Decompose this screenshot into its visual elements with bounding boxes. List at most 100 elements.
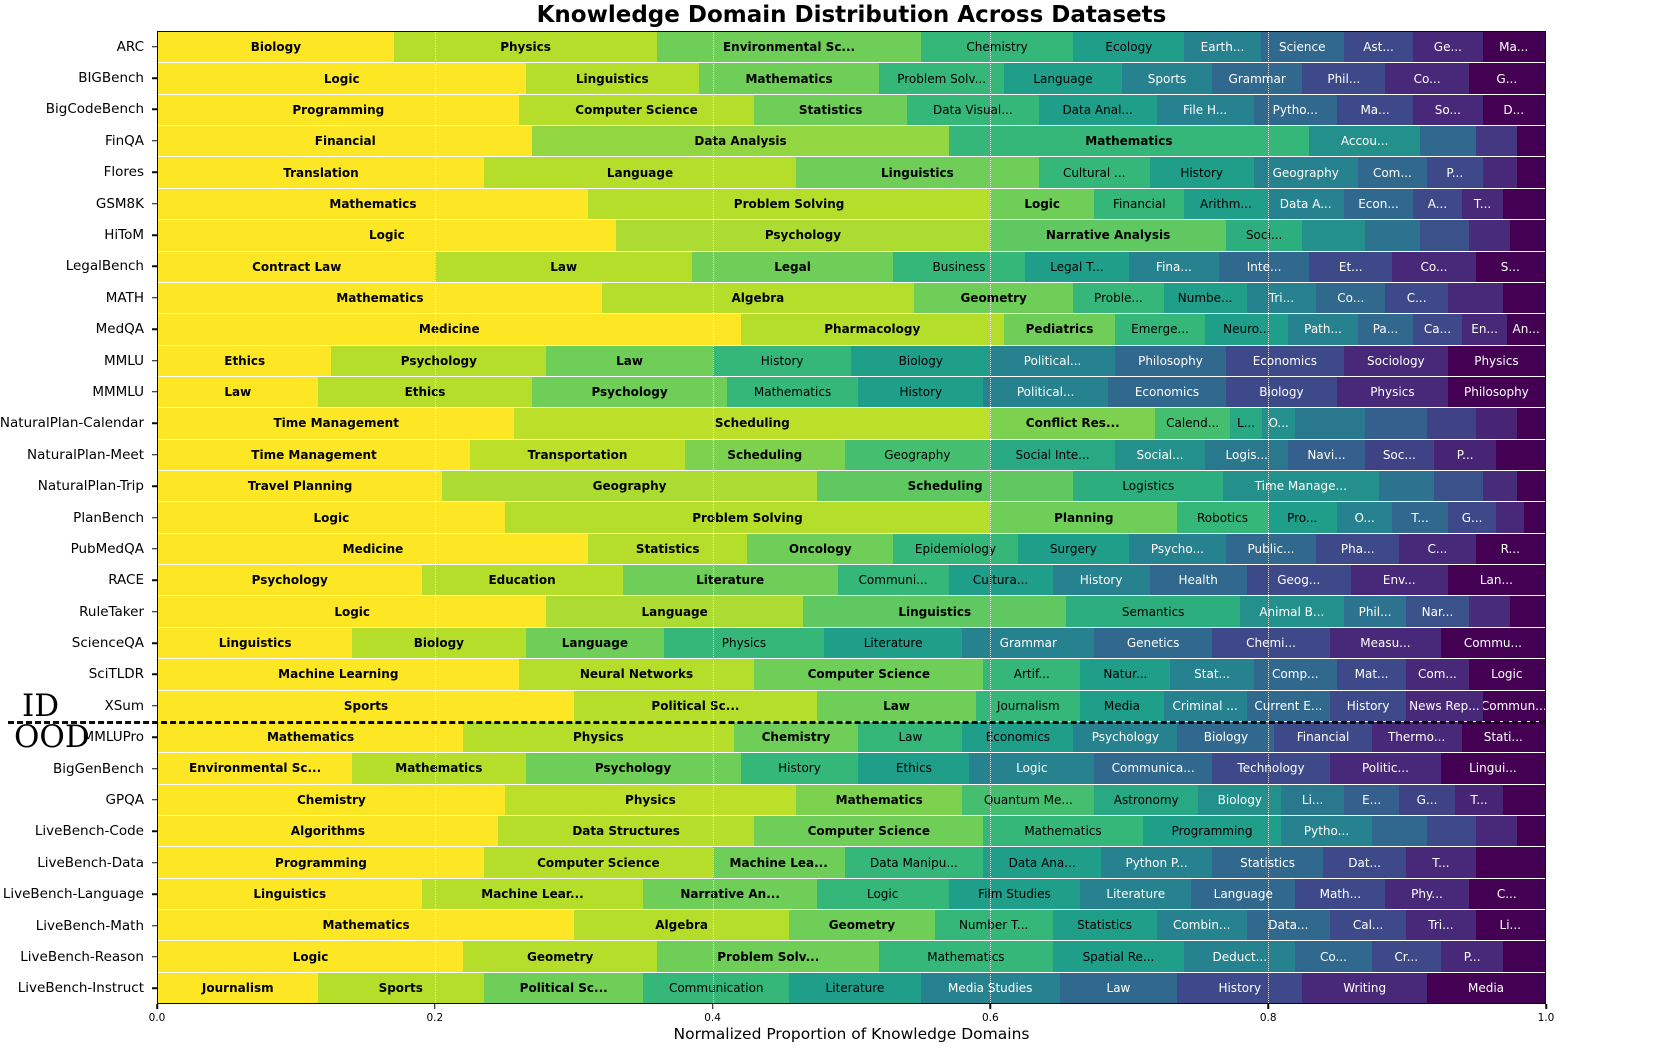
bar-segment-label: Cr... <box>1394 949 1419 964</box>
x-tick-label: 0.8 <box>1259 1012 1277 1024</box>
plot-area: Biology Physics Environmental Sc... Chemist… <box>8 31 1546 1004</box>
bar-segment: L... <box>1230 408 1263 439</box>
bar-segment-label: Machine Learning <box>278 667 399 682</box>
bar-segment-label: Linguistics <box>218 636 292 650</box>
bar-segment: Geography <box>1253 157 1358 188</box>
bar-segment-label: Communi... <box>858 573 928 588</box>
bar-segment: Conflict Res... <box>990 408 1156 439</box>
bar-segment-label: Math... <box>1319 886 1362 901</box>
y-axis-label-NaturalPlan-Trip: NaturalPlan-Trip <box>37 478 144 495</box>
bar-segment-label: Co... <box>1319 949 1347 964</box>
bar-segment-label: Medicine <box>342 541 404 556</box>
bar-segment: S... <box>1475 251 1545 282</box>
bar-segment-label: Computer Science <box>807 667 931 682</box>
bar-segment: Neuro... <box>1205 314 1289 345</box>
bar-segment-label: T... <box>1432 855 1450 870</box>
bar-segment-label: Ast... <box>1363 40 1394 55</box>
bar-segment-label: Stat... <box>1194 667 1230 682</box>
bar-segment <box>1364 408 1428 439</box>
bar-segment: Astronomy <box>1094 784 1199 815</box>
group-label-ood: OOD <box>14 719 90 755</box>
bar-segment-label: Business <box>932 259 986 274</box>
bar-segment: Time Management <box>158 408 515 439</box>
bar-segment: Data Structures <box>497 815 755 847</box>
bar-segment: Journalism <box>158 972 318 1004</box>
y-tick-mark <box>152 485 157 487</box>
bar-segment: So... <box>1413 94 1483 126</box>
bar-segment-label: Python P... <box>1125 855 1188 870</box>
bar-segment-label: Pytho... <box>1272 102 1318 117</box>
bar-segment: O... <box>1262 408 1296 439</box>
bar-segment-label: Logic <box>866 886 899 901</box>
bar-segment-label: Econ... <box>1358 196 1399 211</box>
bar-segment-label: Psycho... <box>1150 541 1204 556</box>
bar-segment: Education <box>421 565 623 596</box>
bar-segment <box>1517 471 1545 502</box>
bar-segment <box>1420 126 1476 157</box>
bar-segment-label: Chemistry <box>966 40 1028 55</box>
bar-segment: Stati... <box>1461 721 1545 753</box>
bar-segment: An... <box>1507 314 1545 345</box>
bar-segment: Law <box>435 251 692 282</box>
bar-segment-label: Mathematics <box>395 761 483 776</box>
bar-segment-label: Communication <box>668 980 764 995</box>
bar-segment-label: Physics <box>625 792 676 807</box>
bar-segment: Epidemiology <box>893 533 1018 565</box>
bar-segment: Social Inte... <box>990 439 1115 471</box>
bar-segment <box>1524 502 1545 533</box>
bar-row-LiveBench-Instruct: Journalism Sports Political Sc... Communica… <box>158 971 1545 1004</box>
y-tick-mark <box>152 924 157 927</box>
bar-segment-label: Fina... <box>1156 259 1192 274</box>
bar-row-ScienceQA: Linguistics Biology Language Physics Literat… <box>158 626 1545 659</box>
bar-segment-label: Path... <box>1304 322 1342 337</box>
bar-segment: Pha... <box>1316 533 1400 565</box>
bar-segment-label: T... <box>1470 792 1488 807</box>
bar-segment-label: Linguistics <box>253 886 327 901</box>
bar-segment: C... <box>1468 878 1545 910</box>
bar-segment: Political Sc... <box>483 972 644 1004</box>
bar-segment-label: Arithm... <box>1199 196 1252 211</box>
bar-segment: Philosophy <box>1115 345 1226 376</box>
bar-segment-label: Statistics <box>1077 918 1133 933</box>
y-tick-mark <box>152 673 157 676</box>
bar-segment-label: Law <box>898 730 923 745</box>
bar-segment: Cultura... <box>948 565 1053 596</box>
bar-segment-label: Programming <box>1171 824 1253 839</box>
bar-segment-label: Data Analysis <box>694 134 787 149</box>
bar-segment-label: C... <box>1427 541 1448 556</box>
bar-segment-label: Robotics <box>1196 510 1248 525</box>
bar-segment-label: Biology <box>1217 792 1262 807</box>
bar-segment-label: Linguistics <box>880 165 954 180</box>
bar-segment <box>1468 220 1511 251</box>
bar-segment-label: G... <box>1496 71 1518 86</box>
bar-segment-label: Pro... <box>1287 510 1318 525</box>
bar-segment: Ethics <box>317 376 533 408</box>
bar-segment-label: Natur... <box>1103 667 1148 682</box>
bar-segment-label: Sports <box>1147 71 1187 86</box>
y-axis-label-GSM8K: GSM8K <box>95 195 144 212</box>
bar-segment: Financial <box>1274 721 1372 753</box>
bar-segment-label: Soc... <box>1382 447 1416 462</box>
bar-segment-label: Literature <box>863 636 923 650</box>
bar-row-MedQA: Medicine Pharmacology Pediatrics Emerge... N… <box>158 313 1545 345</box>
bar-segment: Chemistry <box>733 721 859 753</box>
y-axis-label-RACE: RACE <box>108 572 144 589</box>
bar-segment: Logic <box>1468 659 1545 690</box>
bar-segment-label: Stati... <box>1483 730 1523 745</box>
bar-segment-label: Lan... <box>1479 573 1513 588</box>
bar-segment: Problem Solving <box>587 188 991 220</box>
bar-segment-label: P... <box>1456 447 1474 462</box>
y-tick-mark <box>152 391 157 393</box>
bar-segment: Business <box>893 251 1025 282</box>
y-axis-label-MedQA: MedQA <box>95 321 144 338</box>
bar-segment-label: Semantics <box>1121 604 1185 619</box>
bar-segment-label: Chemistry <box>761 730 831 745</box>
bar-segment-label: Literature <box>1106 886 1166 901</box>
bar-segment <box>1427 408 1476 439</box>
bar-row-MMMLU: Law Ethics Psychology Mathematics History Pol… <box>158 375 1545 408</box>
group-label-id: ID <box>22 688 60 724</box>
y-axis-label-PubMedQA: PubMedQA <box>70 540 144 557</box>
bar-segment-label: Genetics <box>1126 636 1180 650</box>
bar-segment: Law <box>858 721 963 753</box>
